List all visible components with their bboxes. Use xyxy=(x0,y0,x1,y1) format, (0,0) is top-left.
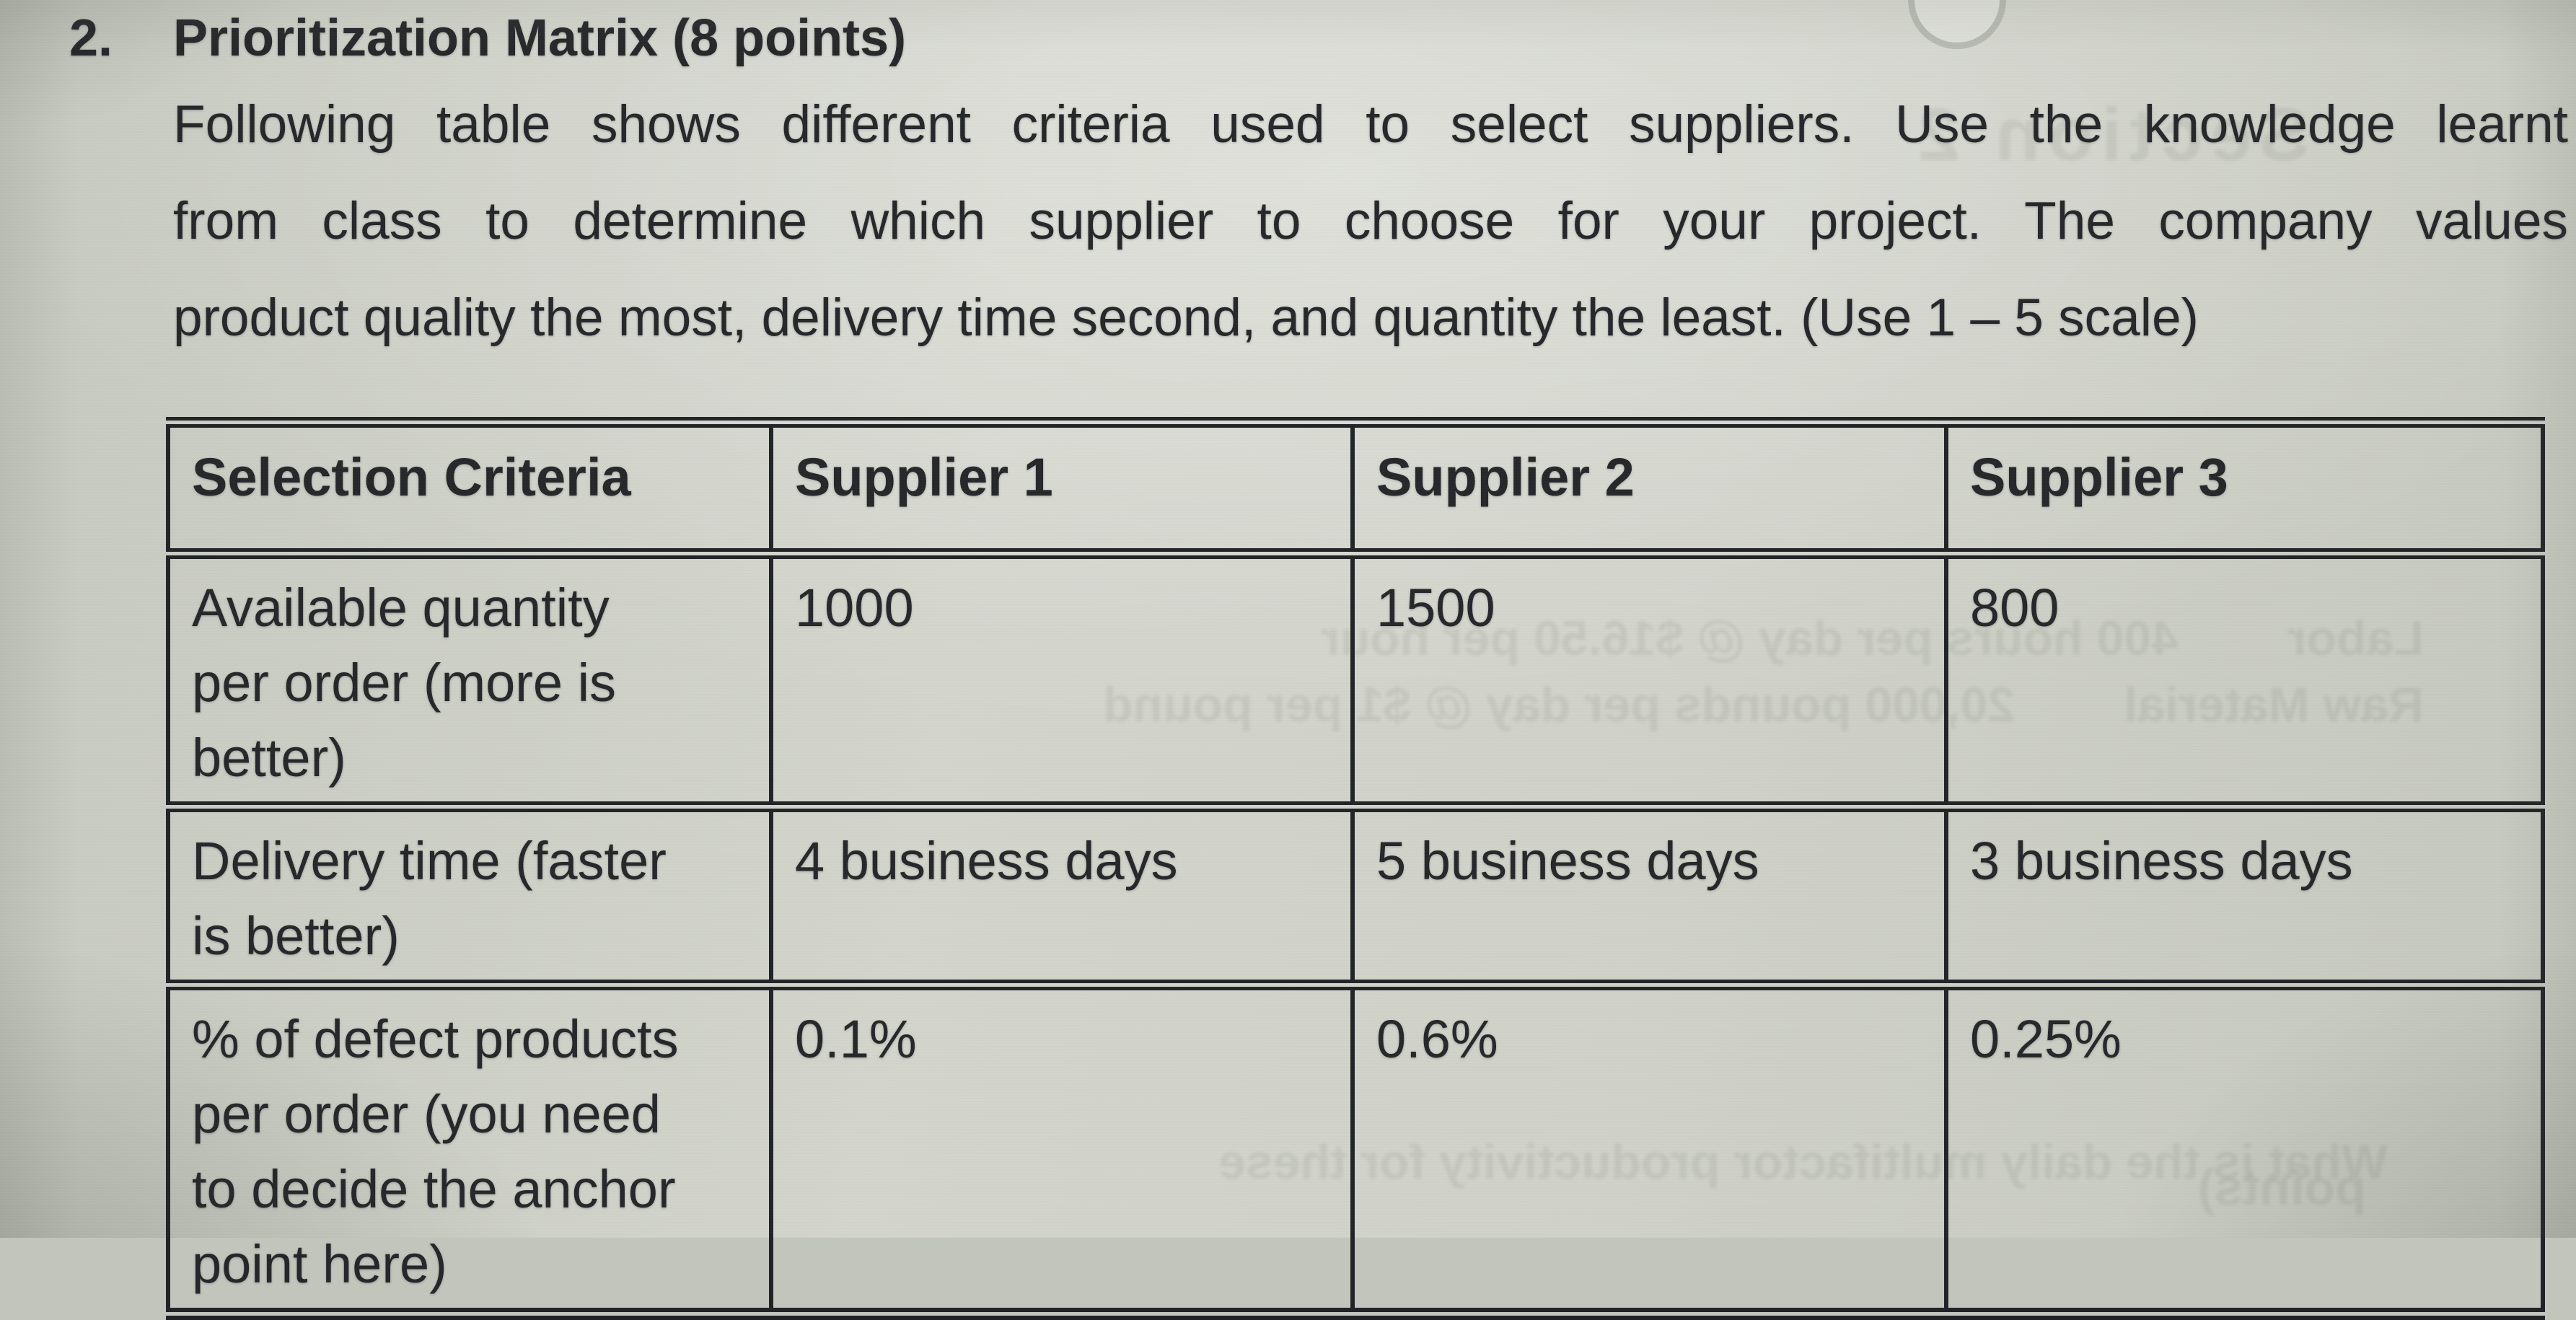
section-heading: 2. Prioritization Matrix (8 points) xyxy=(69,9,906,68)
criteria-cell-defect-rate: % of defect products per order (you need… xyxy=(166,980,773,1319)
page-title: Prioritization Matrix (8 points) xyxy=(173,9,907,67)
col-header-selection-criteria: Selection Criteria xyxy=(166,417,773,559)
section-number: 2. xyxy=(69,9,113,67)
value-available-quantity-supplier-3: 800 xyxy=(1944,548,2545,812)
table-row-defect-rate: % of defect products per order (you need… xyxy=(166,980,2545,1319)
col-header-supplier-3: Supplier 3 xyxy=(1944,417,2545,559)
value-delivery-time-supplier-1: 4 business days xyxy=(769,801,1355,990)
criteria-cell-delivery-time: Delivery time (faster is better) xyxy=(166,801,773,990)
col-header-supplier-2: Supplier 2 xyxy=(1350,417,1948,559)
photo-ring-artifact xyxy=(1908,0,2006,49)
table-row-delivery-time: Delivery time (faster is better) 4 busin… xyxy=(166,801,2545,990)
criteria-cell-available-quantity: Available quantity per order (more is be… xyxy=(166,548,773,812)
value-defect-rate-supplier-1: 0.1% xyxy=(769,980,1355,1319)
col-header-supplier-1: Supplier 1 xyxy=(769,417,1355,559)
value-available-quantity-supplier-1: 1000 xyxy=(769,548,1355,812)
table-header-row: Selection Criteria Supplier 1 Supplier 2… xyxy=(166,417,2545,559)
value-available-quantity-supplier-2: 1500 xyxy=(1350,548,1948,812)
value-delivery-time-supplier-2: 5 business days xyxy=(1350,801,1948,990)
paragraph-line-1: Following table shows different criteria… xyxy=(173,95,2568,154)
value-defect-rate-supplier-3: 0.25% xyxy=(1944,980,2545,1319)
prioritization-matrix-table: Selection Criteria Supplier 1 Supplier 2… xyxy=(166,417,2545,1320)
paragraph-line-2: from class to determine which supplier t… xyxy=(173,192,2568,250)
value-delivery-time-supplier-3: 3 business days xyxy=(1944,801,2545,990)
table-row-available-quantity: Available quantity per order (more is be… xyxy=(166,548,2545,812)
paragraph-line-3: product quality the most, delivery time … xyxy=(173,289,2199,347)
intro-paragraph: Following table shows different criteria… xyxy=(173,76,2568,366)
value-defect-rate-supplier-2: 0.6% xyxy=(1350,980,1948,1319)
